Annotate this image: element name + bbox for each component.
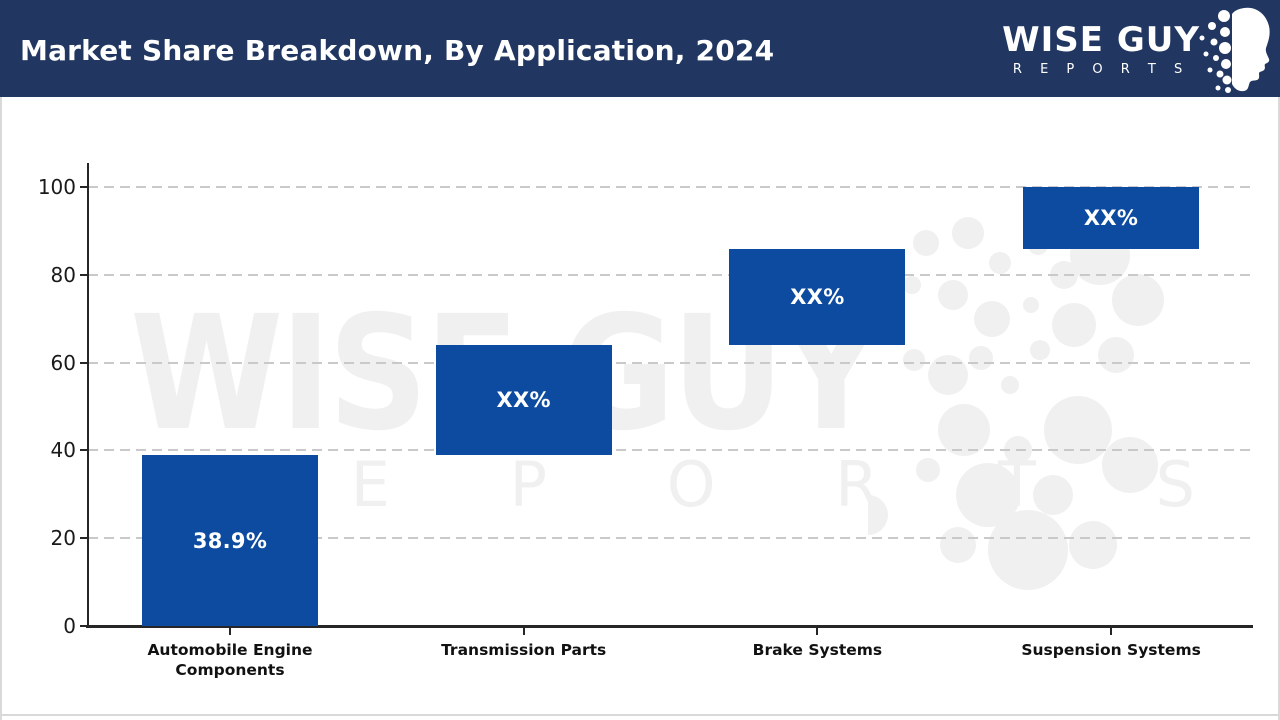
- header-bar: Market Share Breakdown, By Application, …: [0, 0, 1280, 97]
- bar-value-label: 38.9%: [192, 528, 268, 553]
- x-category-label: Automobile Engine Components: [147, 641, 313, 680]
- bar-2: XX%: [435, 345, 612, 456]
- gridline-40: [88, 449, 1253, 452]
- logo-wordmark: WISE GUY: [1002, 20, 1200, 60]
- y-tick-label-0: 0: [63, 614, 76, 638]
- y-tick-40: [80, 449, 88, 452]
- bar-value-label: XX%: [496, 388, 551, 413]
- y-tick-label-40: 40: [50, 438, 76, 463]
- logo-subtitle: R E P O R T S: [1012, 62, 1190, 77]
- x-category-label: Brake Systems: [752, 641, 883, 659]
- y-tick-100: [80, 186, 88, 188]
- y-tick-label-100: 100: [37, 175, 76, 199]
- x-tick-3: [816, 628, 819, 635]
- bar-1: 38.9%: [142, 455, 318, 626]
- logo-face-icon: [1199, 7, 1270, 93]
- bar-3: XX%: [729, 248, 906, 346]
- y-tick-label-80: 80: [50, 262, 76, 287]
- gridline-20: [88, 537, 1253, 540]
- x-tick-1: [229, 628, 231, 635]
- x-category-label: Suspension Systems: [1021, 641, 1201, 659]
- bar-value-label: XX%: [790, 285, 845, 310]
- gridline-80: [88, 273, 1253, 276]
- y-tick-label-20: 20: [50, 526, 76, 551]
- y-tick-80: [80, 273, 88, 276]
- x-axis-line: [86, 625, 1253, 628]
- bar-4: XX%: [1023, 187, 1200, 249]
- wise-guy-reports-logo: WISE GUY R E P O R T S: [1002, 0, 1272, 97]
- watermark-face-icon: [868, 217, 1164, 590]
- y-tick-0: [80, 625, 88, 627]
- bar-value-label: XX%: [1083, 205, 1139, 230]
- x-tick-4: [1110, 628, 1113, 635]
- y-axis-line: [87, 163, 89, 628]
- gridline-60: [88, 361, 1253, 364]
- x-tick-2: [522, 628, 525, 635]
- page-title: Market Share Breakdown, By Application, …: [20, 34, 775, 67]
- logo-text: WISE GUY R E P O R T S: [1002, 20, 1200, 77]
- y-tick-label-60: 60: [50, 350, 76, 375]
- bottom-divider: [0, 714, 1280, 716]
- gridline-100: [88, 186, 1253, 188]
- y-tick-20: [80, 537, 88, 540]
- y-tick-60: [80, 361, 88, 364]
- x-category-label: Transmission Parts: [441, 641, 607, 659]
